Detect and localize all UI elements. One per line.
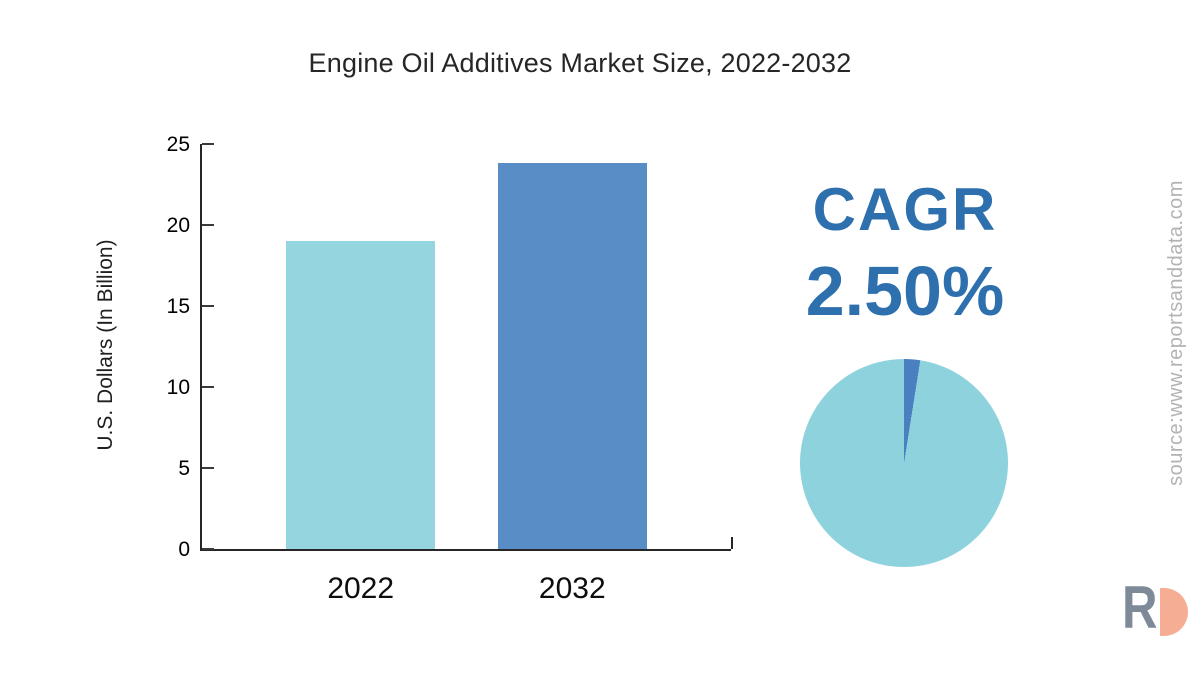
y-tick-mark [202, 224, 214, 226]
y-tick-mark [202, 548, 214, 550]
logo-letter-r: R [1122, 574, 1158, 641]
bar-2032 [497, 163, 647, 549]
x-axis-end-tick [731, 537, 733, 549]
source-watermark: source:www.reportsanddata.com [1165, 180, 1187, 486]
x-category-label: 2022 [327, 572, 395, 605]
y-tick-label: 20 [166, 214, 190, 237]
y-tick-label: 5 [178, 457, 190, 480]
x-category-label: 2032 [538, 572, 606, 605]
y-tick-mark [202, 386, 214, 388]
y-tick-mark [202, 143, 214, 145]
chart-title: Engine Oil Additives Market Size, 2022-2… [308, 48, 852, 78]
y-tick-label: 25 [166, 133, 190, 156]
y-tick-label: 0 [178, 538, 190, 561]
y-tick-label: 10 [166, 376, 190, 399]
y-tick-mark [202, 305, 214, 307]
brand-logo: R [1122, 578, 1194, 640]
bar-chart-plot: 0 5 10 15 20 25 2022 2032 [167, 134, 733, 605]
cagr-pie-chart [800, 359, 1008, 567]
y-axis-label: U.S. Dollars (In Billion) [94, 239, 117, 451]
cagr-label: CAGR [812, 176, 998, 243]
cagr-value: 2.50% [805, 252, 1005, 330]
bar-2022 [286, 241, 436, 549]
y-tick-mark [202, 467, 214, 469]
logo-d-icon [1160, 588, 1188, 636]
y-tick-label: 15 [166, 295, 190, 318]
